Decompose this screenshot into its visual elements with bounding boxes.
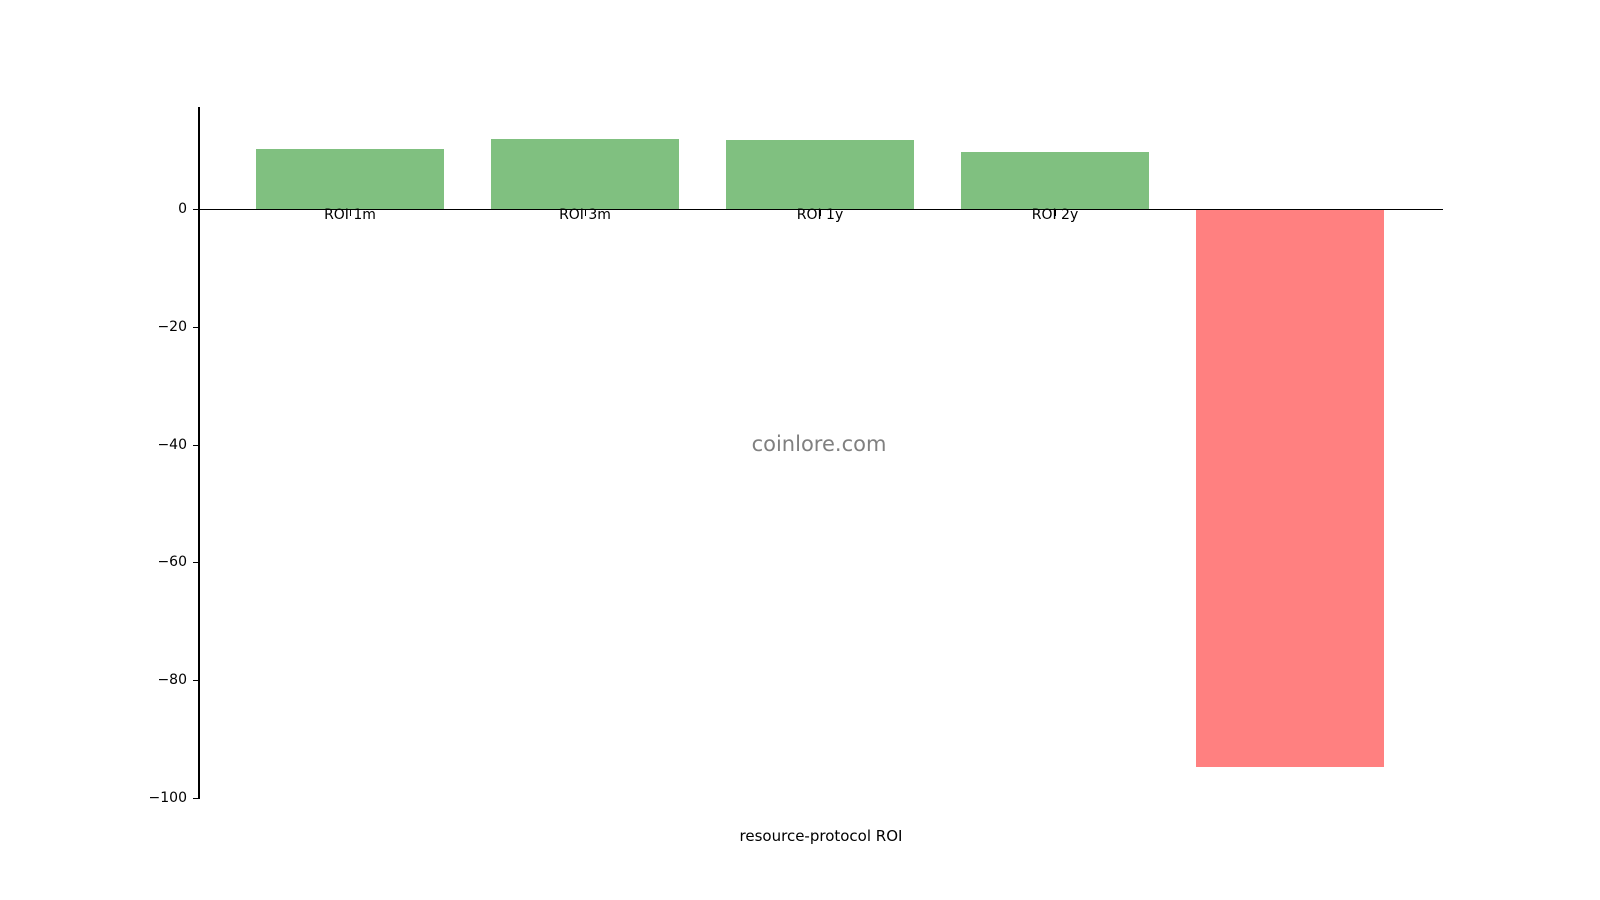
x-tick-mark <box>820 210 822 216</box>
x-tick-label: ROI 3m <box>559 207 611 223</box>
y-tick-mark <box>193 445 199 447</box>
y-axis-line <box>198 107 200 799</box>
y-tick-label: −40 <box>157 437 187 453</box>
bar-roi-1m <box>256 149 444 209</box>
y-tick-label: −20 <box>157 319 187 335</box>
x-tick-label: ROI 1y <box>796 207 844 223</box>
y-tick-mark <box>193 680 199 682</box>
y-tick-label: 0 <box>178 201 187 217</box>
x-tick-mark <box>350 210 352 216</box>
y-tick-mark <box>193 562 199 564</box>
y-tick-mark <box>193 798 199 800</box>
y-tick-label: −60 <box>157 554 187 570</box>
x-tick-label: ROI 2y <box>1031 207 1079 223</box>
y-tick-mark <box>193 209 199 211</box>
x-tick-label: ROI 1m <box>324 207 376 223</box>
x-axis-zero-line <box>198 208 1443 210</box>
bar-unlabeled-4 <box>1196 210 1384 767</box>
bar-roi-1y <box>726 140 914 209</box>
x-axis-title: resource-protocol ROI <box>739 827 903 845</box>
bar-roi-3m <box>491 139 679 209</box>
y-tick-mark <box>193 327 199 329</box>
y-tick-label: −100 <box>148 790 187 806</box>
x-tick-mark <box>1055 210 1057 216</box>
bar-roi-2y <box>961 152 1149 209</box>
y-tick-label: −80 <box>157 672 187 688</box>
x-tick-mark <box>585 210 587 216</box>
watermark: coinlore.com <box>751 432 887 456</box>
